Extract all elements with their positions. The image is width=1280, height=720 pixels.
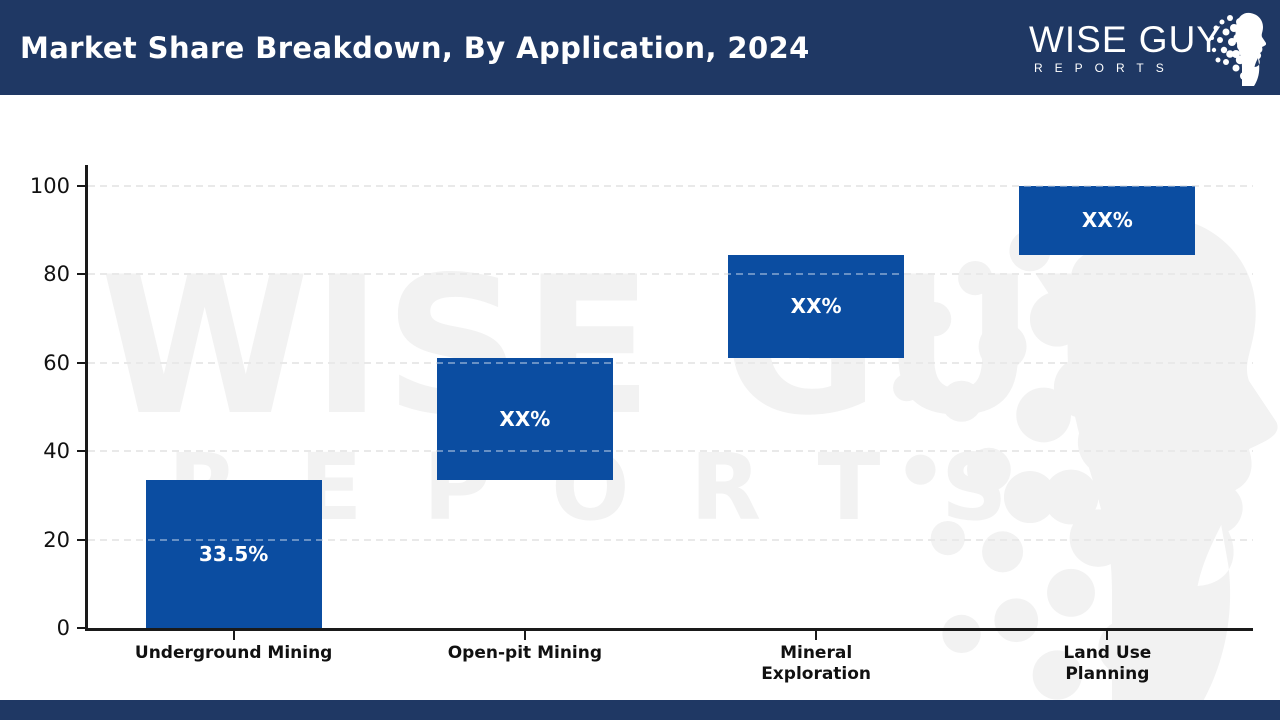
wiseguy-logo: WISE GUY REPORTS	[1029, 10, 1266, 86]
bar-segment: XX%	[436, 358, 613, 480]
gridline	[88, 538, 1253, 541]
gridline-overlay	[88, 538, 1253, 541]
y-axis-line	[85, 165, 88, 631]
y-tick-label: 20	[43, 527, 70, 552]
x-axis-line	[85, 628, 1253, 631]
header-bar: Market Share Breakdown, By Application, …	[0, 0, 1280, 95]
gridline-overlay	[88, 273, 1253, 276]
gridline	[88, 361, 1253, 364]
logo-wiseguy-label: WISE GUY	[1028, 18, 1222, 60]
x-tick	[523, 631, 526, 640]
y-tick-label: 0	[56, 616, 70, 640]
bar-value-label: XX%	[499, 407, 551, 432]
gridline-overlay	[88, 185, 1253, 187]
y-tick	[77, 273, 86, 276]
y-tick	[77, 450, 86, 453]
bar-segment: 33.5%	[145, 479, 322, 628]
x-axis-label: Open-pit Mining	[447, 643, 603, 663]
bar-value-label: 33.5%	[198, 541, 269, 566]
y-tick-label: 80	[43, 262, 70, 287]
gridline	[88, 185, 1253, 187]
x-axis-label: Mineral Exploration	[761, 643, 872, 685]
gridline	[88, 450, 1253, 453]
y-tick-label: 40	[43, 439, 70, 464]
x-tick	[232, 631, 235, 640]
bar-value-label: XX%	[790, 294, 842, 319]
wiseguy-face-logo-icon	[1210, 12, 1266, 86]
x-axis-label: Underground Mining	[134, 643, 333, 663]
footer-bar	[0, 700, 1280, 720]
watermark-face-icon	[893, 215, 1278, 716]
bar-segment: XX%	[728, 254, 905, 359]
y-tick-label: 60	[43, 350, 70, 375]
bar-segment: XX%	[1019, 186, 1196, 255]
x-tick	[1106, 631, 1109, 640]
x-tick	[815, 631, 818, 640]
y-tick	[77, 627, 86, 629]
page-title: Market Share Breakdown, By Application, …	[20, 30, 810, 65]
gridline	[88, 273, 1253, 276]
bar-value-label: XX%	[1081, 208, 1133, 233]
y-tick	[77, 361, 86, 364]
y-tick-label: 100	[29, 174, 70, 198]
gridline-overlay	[88, 361, 1253, 364]
logo-reports-label: REPORTS	[1033, 60, 1176, 75]
x-axis-label: Land Use Planning	[1063, 643, 1152, 685]
gridline-overlay	[88, 450, 1253, 453]
y-tick	[77, 185, 86, 187]
plot-area: 0 20 40 60 80 100 33.5% Underground Mining XX% Op…	[30, 174, 1253, 684]
y-tick	[77, 538, 86, 541]
wiseguy-logo-text: WISE GUY REPORTS	[1029, 21, 1222, 75]
